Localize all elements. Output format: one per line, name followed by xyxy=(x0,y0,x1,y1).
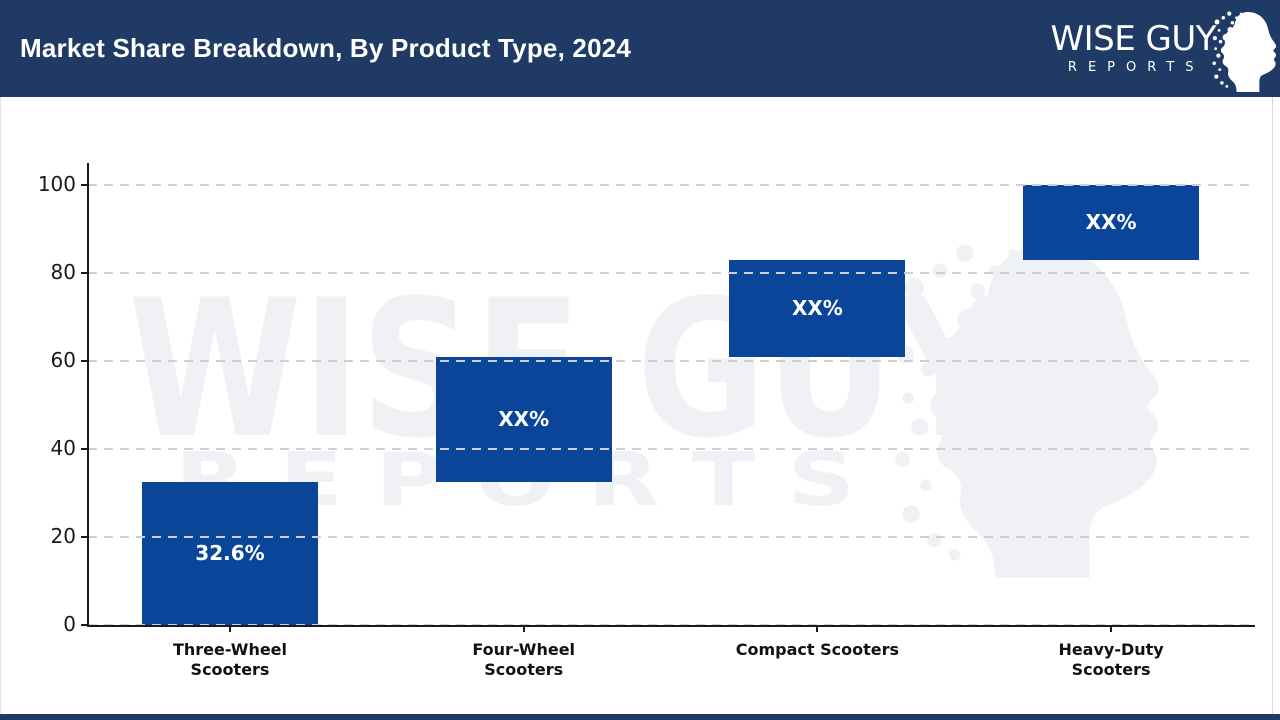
y-tick xyxy=(81,536,88,538)
logo-head-icon xyxy=(1212,11,1277,92)
bar-value-label: XX% xyxy=(1085,210,1137,235)
x-category-label-four-wheel-scooters: Four-Wheel Scooters xyxy=(409,640,639,680)
bar-heavy-duty-scooters: XX% xyxy=(1023,185,1200,260)
y-tick xyxy=(81,184,88,186)
y-tick xyxy=(81,448,88,450)
x-category-label-line: Four-Wheel xyxy=(472,640,576,659)
bar-three-wheel-scooters: 32.6% xyxy=(142,481,318,625)
logo-text: WISE GUY REPORTS xyxy=(1050,22,1216,75)
x-category-label-line: Compact Scooters xyxy=(735,640,900,659)
bar-value-label: XX% xyxy=(791,296,843,321)
y-tick-label-100: 100 xyxy=(37,172,76,196)
x-axis-line xyxy=(87,625,1255,627)
y-tick xyxy=(81,624,88,626)
gridline-40 xyxy=(88,448,1253,450)
x-tick xyxy=(229,625,231,632)
wise-guy-logo: WISE GUY REPORTS xyxy=(1050,0,1280,97)
right-border xyxy=(1272,97,1273,714)
watermark-head-icon xyxy=(895,244,1159,578)
bar-value-label: 32.6% xyxy=(195,541,265,566)
x-category-label-line: Heavy-Duty xyxy=(1058,640,1164,659)
y-tick-label-0: 0 xyxy=(63,612,76,636)
x-tick xyxy=(816,625,819,632)
y-tick-label-20: 20 xyxy=(50,524,76,548)
gridline-100 xyxy=(88,184,1253,186)
y-axis-line xyxy=(87,163,89,627)
logo-wordmark: WISE GUY xyxy=(1050,19,1216,59)
logo-subtitle: REPORTS xyxy=(1067,60,1205,75)
y-tick-label-60: 60 xyxy=(50,348,76,372)
gridline-80 xyxy=(88,272,1253,274)
left-border xyxy=(0,97,1,714)
x-category-label-compact-scooters: Compact Scooters xyxy=(702,640,932,660)
bar-four-wheel-scooters: XX% xyxy=(435,356,612,482)
x-category-label-heavy-duty-scooters: Heavy-Duty Scooters xyxy=(996,640,1226,680)
x-category-label-line: Scooters xyxy=(1071,660,1151,679)
x-category-label-line: Scooters xyxy=(484,660,564,679)
x-category-label-three-wheel-scooters: Three-Wheel Scooters xyxy=(115,640,345,680)
footer-bar xyxy=(0,714,1280,720)
header-bar: Market Share Breakdown, By Product Type,… xyxy=(0,0,1280,97)
x-tick xyxy=(522,625,525,632)
y-tick-label-40: 40 xyxy=(50,436,76,460)
gridline-60 xyxy=(88,360,1253,362)
page-title: Market Share Breakdown, By Product Type,… xyxy=(20,33,632,63)
gridline-20 xyxy=(88,536,1253,538)
bar-compact-scooters: XX% xyxy=(729,259,906,357)
chart-area: WISE GUY R E P O R T S 32.6%XX%XX%XX% Th… xyxy=(0,97,1280,715)
x-tick xyxy=(1110,625,1113,632)
bar-value-label: XX% xyxy=(498,407,550,432)
y-tick-label-80: 80 xyxy=(50,260,76,284)
x-category-label-line: Scooters xyxy=(190,660,270,679)
y-tick xyxy=(81,360,88,362)
x-category-label-line: Three-Wheel xyxy=(172,640,288,659)
y-tick xyxy=(81,272,88,274)
